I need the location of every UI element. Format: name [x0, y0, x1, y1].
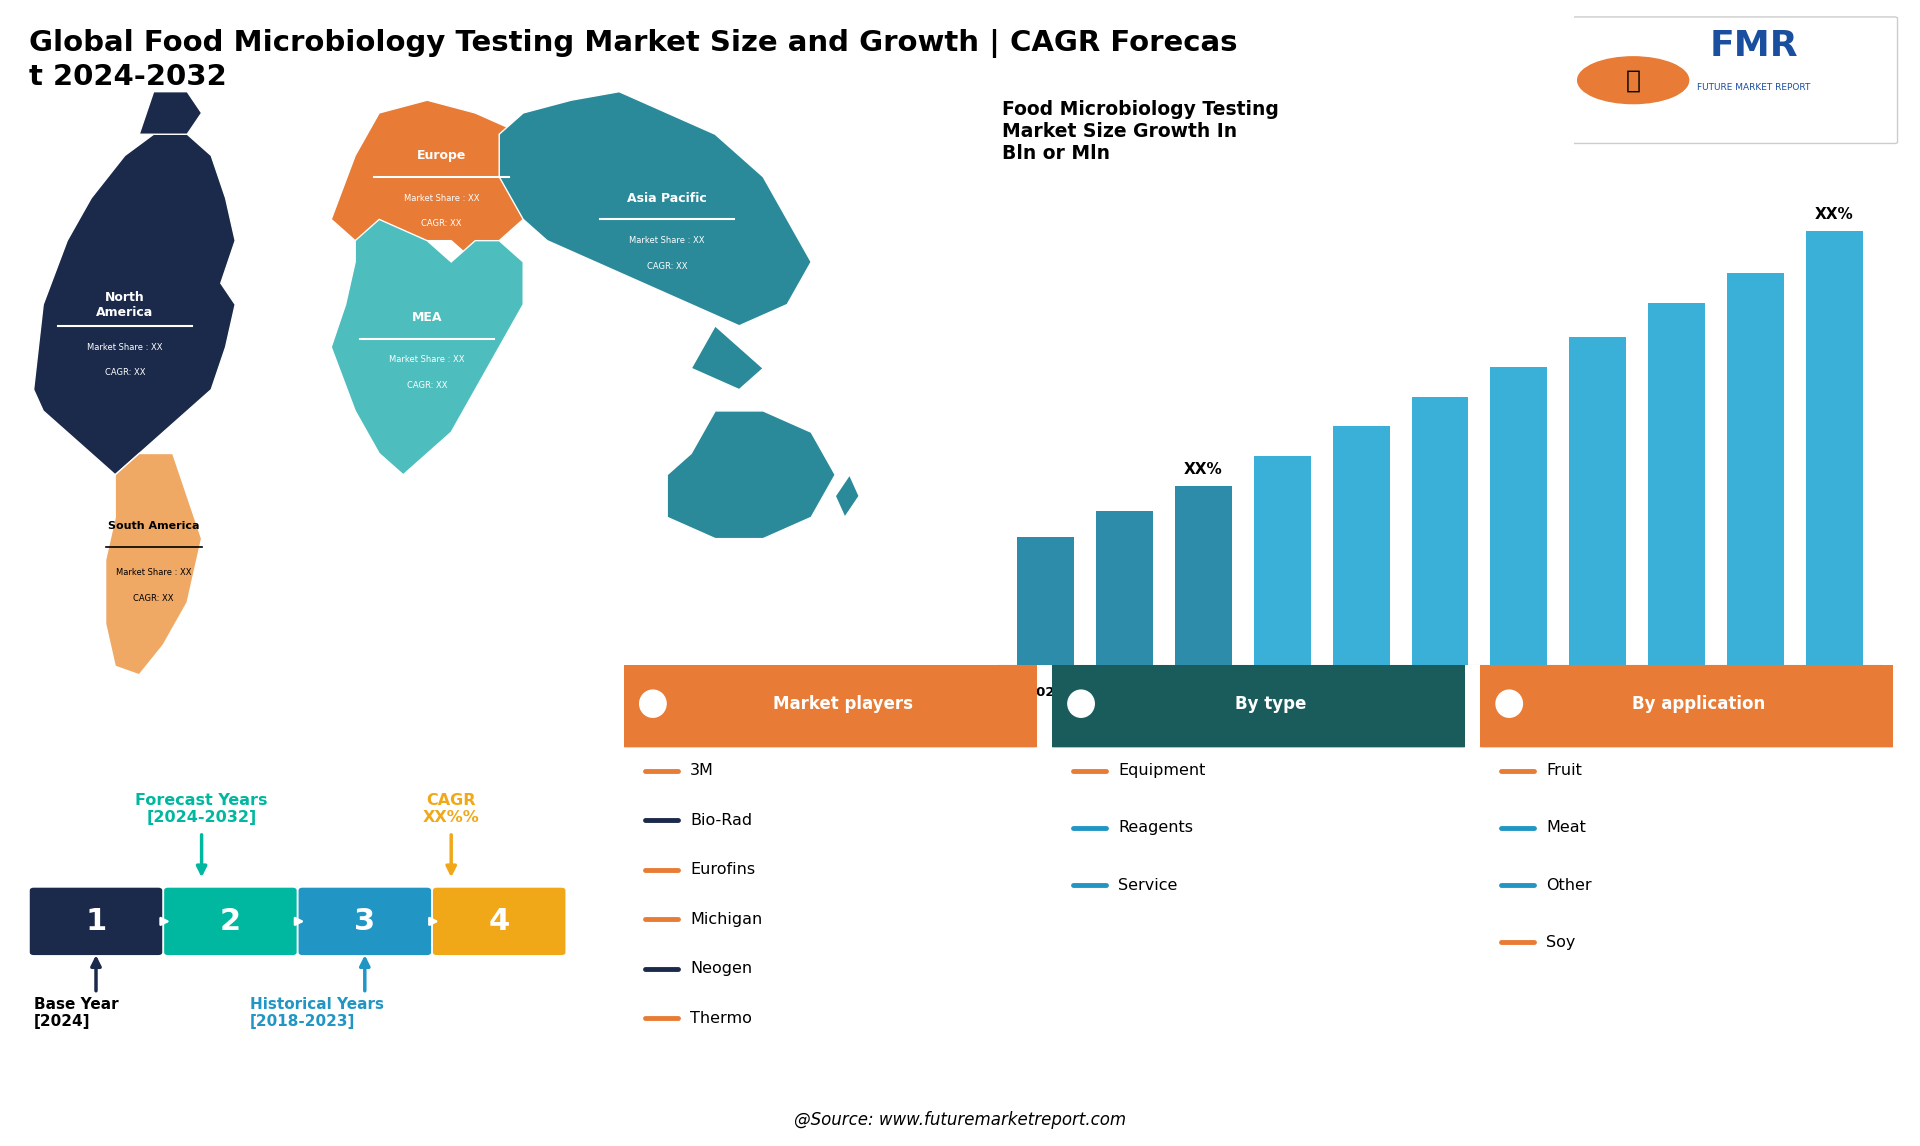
Text: Eurofins: Eurofins: [689, 862, 755, 877]
Text: Neogen: Neogen: [689, 961, 753, 976]
Text: 2023: 2023: [1106, 686, 1142, 699]
Circle shape: [1578, 57, 1690, 103]
Text: MEA: MEA: [413, 311, 442, 324]
Text: Market Share : XX: Market Share : XX: [403, 194, 480, 203]
Text: 2028: 2028: [1501, 686, 1538, 699]
Bar: [1332, 426, 1390, 665]
Polygon shape: [835, 474, 860, 517]
Text: Historical Years
[2018-2023]: Historical Years [2018-2023]: [250, 997, 384, 1029]
Polygon shape: [330, 219, 522, 474]
Bar: [1728, 273, 1784, 665]
Bar: [1254, 456, 1311, 665]
Text: XX%: XX%: [1185, 463, 1223, 478]
FancyBboxPatch shape: [616, 660, 1044, 747]
Bar: [1569, 337, 1626, 665]
Text: FUTURE MARKET REPORT: FUTURE MARKET REPORT: [1697, 83, 1811, 92]
Text: Forecast Years
[2024-2032]: Forecast Years [2024-2032]: [134, 793, 269, 825]
Circle shape: [639, 690, 666, 717]
Text: @Source: www.futuremarketreport.com: @Source: www.futuremarketreport.com: [795, 1110, 1125, 1129]
FancyBboxPatch shape: [300, 888, 430, 955]
Text: By application: By application: [1632, 694, 1766, 713]
FancyBboxPatch shape: [1473, 660, 1901, 747]
Text: Michigan: Michigan: [689, 911, 762, 927]
Text: 2022: 2022: [1027, 686, 1064, 699]
Text: Reagents: Reagents: [1117, 821, 1192, 835]
FancyBboxPatch shape: [163, 888, 296, 955]
Text: 2031: 2031: [1738, 686, 1774, 699]
Text: 2024: 2024: [1185, 686, 1221, 699]
Text: Soy: Soy: [1546, 935, 1576, 950]
Text: Global Food Microbiology Testing Market Size and Growth | CAGR Forecas: Global Food Microbiology Testing Market …: [29, 29, 1236, 57]
Text: Market players: Market players: [772, 694, 912, 713]
Text: XX%: XX%: [1814, 207, 1853, 222]
Text: Equipment: Equipment: [1117, 763, 1206, 778]
Polygon shape: [330, 100, 547, 262]
Text: 4: 4: [488, 906, 511, 936]
Text: CAGR
XX%%: CAGR XX%%: [422, 793, 480, 825]
Polygon shape: [106, 454, 202, 675]
Bar: [1096, 511, 1152, 665]
Text: Thermo: Thermo: [689, 1011, 753, 1026]
Text: Market Share : XX: Market Share : XX: [86, 343, 163, 352]
Text: Other: Other: [1546, 878, 1592, 893]
Text: 🔊: 🔊: [1626, 69, 1642, 92]
Bar: [1647, 303, 1705, 665]
Bar: [1807, 230, 1862, 665]
Polygon shape: [499, 92, 812, 325]
FancyBboxPatch shape: [1044, 660, 1473, 747]
Text: CAGR: XX: CAGR: XX: [407, 380, 447, 390]
Circle shape: [1068, 690, 1094, 717]
Text: By type: By type: [1235, 694, 1308, 713]
Text: 1: 1: [84, 906, 108, 936]
Text: Base Year
[2024]: Base Year [2024]: [33, 997, 119, 1029]
Text: Asia Pacific: Asia Pacific: [628, 191, 707, 205]
Text: t 2024-2032: t 2024-2032: [29, 63, 227, 91]
Bar: [1018, 537, 1073, 665]
Text: Europe: Europe: [417, 149, 467, 162]
Text: Meat: Meat: [1546, 821, 1586, 835]
Text: Fruit: Fruit: [1546, 763, 1582, 778]
Text: FMR: FMR: [1709, 29, 1799, 63]
Text: 3: 3: [353, 906, 376, 936]
Text: Food Microbiology Testing
Market Size Growth In
Bln or Mln: Food Microbiology Testing Market Size Gr…: [1002, 101, 1279, 164]
Text: 2030: 2030: [1659, 686, 1695, 699]
Polygon shape: [33, 134, 234, 474]
Text: CAGR: XX: CAGR: XX: [132, 594, 175, 603]
Text: CAGR: XX: CAGR: XX: [104, 368, 146, 377]
Text: South America: South America: [108, 520, 200, 531]
Text: 2026: 2026: [1342, 686, 1379, 699]
Text: North
America: North America: [96, 290, 154, 319]
Bar: [1411, 397, 1469, 665]
Text: 2029: 2029: [1580, 686, 1617, 699]
Text: CAGR: XX: CAGR: XX: [647, 261, 687, 270]
Text: Bio-Rad: Bio-Rad: [689, 813, 753, 827]
Text: Market Share : XX: Market Share : XX: [630, 236, 705, 245]
Text: CAGR: XX: CAGR: XX: [420, 219, 463, 228]
Text: 2025: 2025: [1263, 686, 1300, 699]
Text: Service: Service: [1117, 878, 1177, 893]
Text: 2032: 2032: [1816, 686, 1853, 699]
Bar: [1490, 367, 1548, 665]
FancyBboxPatch shape: [29, 888, 161, 955]
Text: 2: 2: [219, 906, 242, 936]
Polygon shape: [691, 325, 764, 390]
Text: Market Share : XX: Market Share : XX: [390, 355, 465, 364]
Bar: [1175, 486, 1233, 665]
Polygon shape: [668, 411, 835, 539]
Text: 3M: 3M: [689, 763, 714, 778]
Polygon shape: [138, 92, 202, 134]
Text: Market Share : XX: Market Share : XX: [115, 568, 192, 578]
Circle shape: [1496, 690, 1523, 717]
Text: 2027: 2027: [1421, 686, 1459, 699]
FancyBboxPatch shape: [432, 888, 566, 955]
